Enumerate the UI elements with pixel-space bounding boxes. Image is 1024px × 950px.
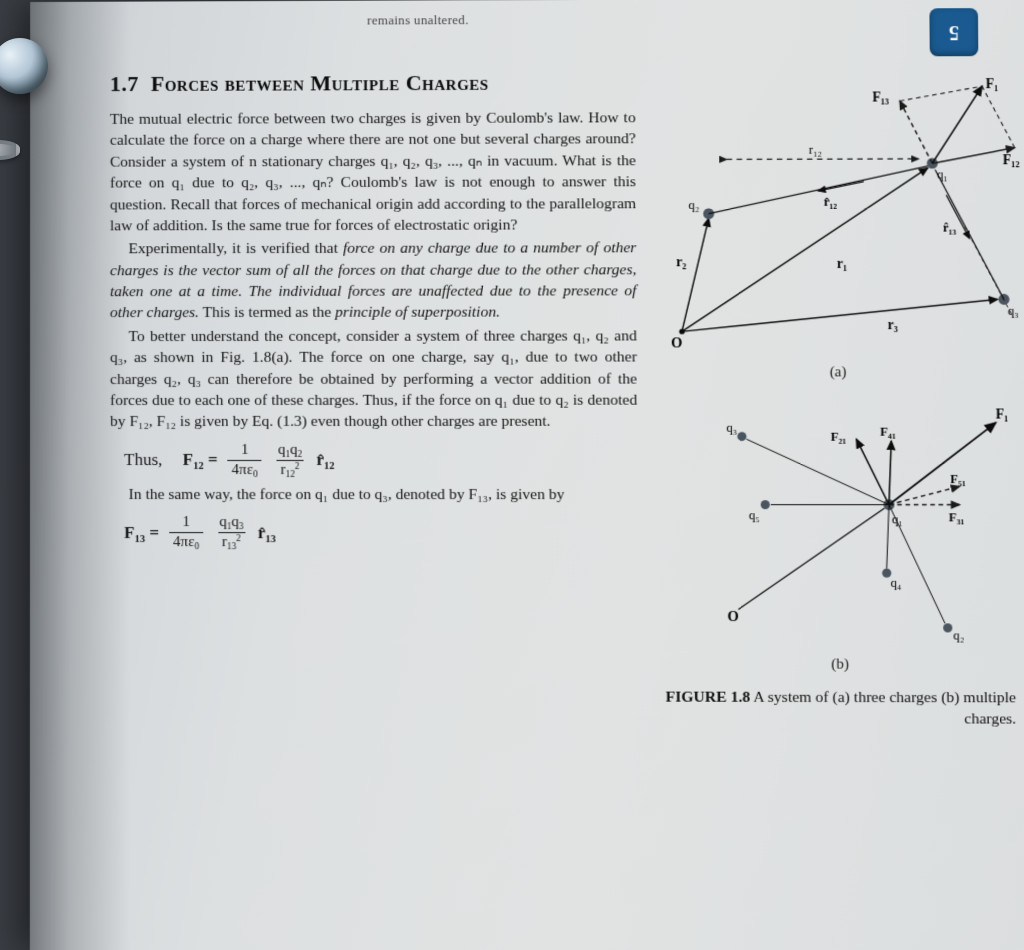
text-column: 1.7 Forces between Multiple Charges The … xyxy=(110,69,639,730)
page-number-badge: 5 xyxy=(929,8,978,56)
paragraph-1: The mutual electric force between two ch… xyxy=(110,107,636,236)
svg-text:q₂: q₂ xyxy=(689,198,700,212)
binder-ring-icon xyxy=(0,140,20,160)
svg-text:r₂: r₂ xyxy=(676,254,686,269)
svg-text:r₁: r₁ xyxy=(837,256,847,271)
body-text: The mutual electric force between two ch… xyxy=(110,107,638,550)
figure-caption: FIGURE 1.8 A system of (a) three charges… xyxy=(657,688,1024,731)
frac-q1q2-r12: q1q2 r122 xyxy=(274,443,307,478)
previous-page-fragment: remains unaltered. xyxy=(367,10,469,28)
equation-f12: Thus, F12 = 1 4πε0 q1q2 r122 r̂12 xyxy=(124,442,637,477)
svg-text:F₅₁: F₅₁ xyxy=(951,472,967,486)
svg-text:q₁: q₁ xyxy=(937,168,948,182)
svg-text:O: O xyxy=(671,336,682,352)
section-title: Forces between Multiple Charges xyxy=(151,70,489,96)
svg-text:r̂₁₂: r̂₁₂ xyxy=(824,195,838,209)
frac-q1q3-r13: q1q3 r132 xyxy=(215,515,247,550)
section-number: 1.7 xyxy=(110,71,139,96)
svg-text:F₁: F₁ xyxy=(996,407,1009,422)
unit-vector-r13: r̂13 xyxy=(258,523,276,543)
equation-f13: F13 = 1 4πε0 q1q3 r132 r̂13 xyxy=(124,515,638,550)
svg-text:q₃: q₃ xyxy=(727,421,738,435)
svg-text:F₄₁: F₄₁ xyxy=(881,425,897,439)
eq-lhs: F12 = xyxy=(183,450,218,470)
svg-text:F₁: F₁ xyxy=(986,76,999,91)
svg-text:q₄: q₄ xyxy=(891,576,902,590)
svg-text:r̂₁₃: r̂₁₃ xyxy=(943,220,957,234)
svg-text:F₂₁: F₂₁ xyxy=(831,430,847,444)
eq2-lhs: F13 = xyxy=(124,523,159,543)
textbook-page: remains unaltered. 5 1.7 Forces between … xyxy=(30,0,1024,950)
paragraph-4: In the same way, the force on q₁ due to … xyxy=(110,484,638,506)
top-strip: remains unaltered. 5 xyxy=(110,8,1019,59)
figure-1-8-b: O q₁ q₂ q₃ q₄ q₅ F₂₁ xyxy=(655,396,1024,651)
frac2-1-4pieps: 1 4πε0 xyxy=(169,515,203,550)
frac-1-4pieps: 1 4πε0 xyxy=(228,443,262,478)
svg-text:O: O xyxy=(728,609,739,625)
svg-text:q₅: q₅ xyxy=(749,508,760,522)
paragraph-2: Experimentally, it is verified that forc… xyxy=(110,238,637,324)
paragraph-3: To better understand the concept, consid… xyxy=(110,325,637,432)
svg-text:F₃₁: F₃₁ xyxy=(949,510,965,524)
figure-1-8-a: O r₁ r₂ r₃ q₁ q₂ q₃ xyxy=(654,68,1022,359)
section-heading: 1.7 Forces between Multiple Charges xyxy=(110,69,636,97)
svg-text:F₁₂: F₁₂ xyxy=(1003,152,1020,167)
unit-vector-r12: r̂12 xyxy=(316,450,334,470)
svg-text:q₂: q₂ xyxy=(954,629,965,643)
svg-text:r₃: r₃ xyxy=(888,317,898,332)
svg-text:F₁₃: F₁₃ xyxy=(873,89,890,104)
main-content: 1.7 Forces between Multiple Charges The … xyxy=(110,68,1024,731)
figure-a-label: (a) xyxy=(655,364,1021,381)
svg-text:r₁₂: r₁₂ xyxy=(809,143,822,157)
figure-column: O r₁ r₂ r₃ q₁ q₂ q₃ xyxy=(654,68,1024,731)
figure-b-label: (b) xyxy=(657,657,1024,675)
